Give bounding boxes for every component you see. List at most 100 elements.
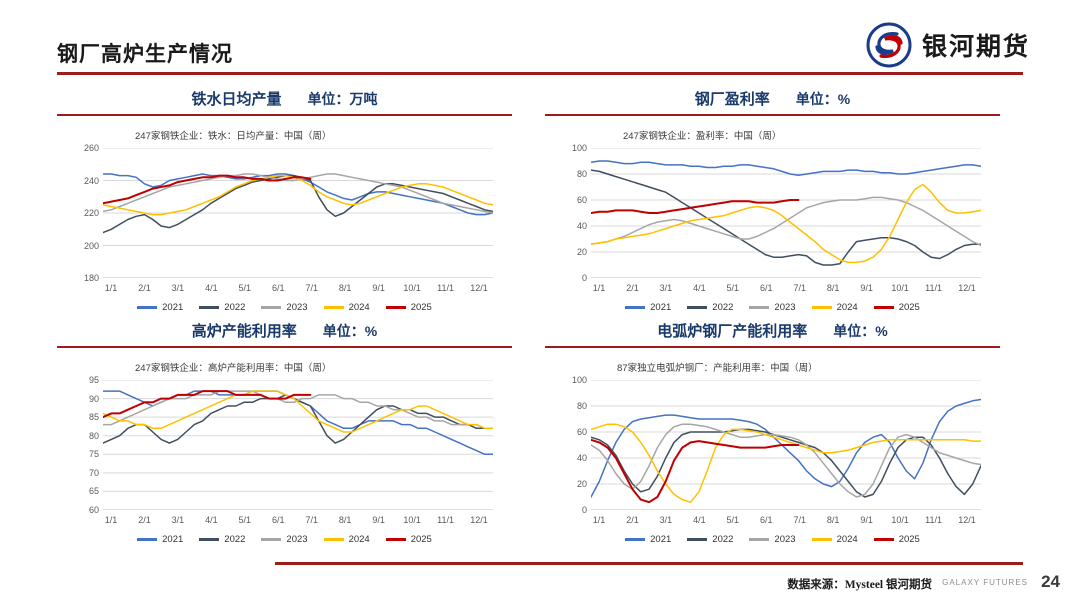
series-line-2021 xyxy=(591,398,981,498)
panel-tieshui-divider xyxy=(57,114,512,116)
legend-item-2024[interactable]: 2024 xyxy=(323,302,370,313)
legend-item-2023[interactable]: 2023 xyxy=(749,534,796,545)
chart-profit-plot xyxy=(591,148,981,278)
brand-block: 银河期货 xyxy=(866,22,1030,68)
legend-item-2022[interactable]: 2022 xyxy=(687,302,733,313)
legend-label: 2025 xyxy=(410,534,432,545)
x-axis-tick: 11/1 xyxy=(437,515,454,525)
chart-eaf-util-plot xyxy=(591,380,981,510)
panel-tieshui: 铁水日均产量 单位：万吨 247家钢铁企业：铁水：日均产量：中国（周） 2021… xyxy=(57,88,512,322)
chart-profit-subtitle: 247家钢铁企业：盈利率：中国（周） xyxy=(623,131,782,142)
legend-swatch-icon xyxy=(687,538,708,541)
x-axis-tick: 8/1 xyxy=(338,283,352,293)
plot-svg xyxy=(591,380,981,510)
x-axis-tick: 7/1 xyxy=(305,515,318,525)
series-line-2024 xyxy=(591,183,981,264)
legend-item-2023[interactable]: 2023 xyxy=(749,302,796,313)
legend-swatch-icon xyxy=(873,538,894,541)
legend-label: 2023 xyxy=(774,534,796,545)
legend-swatch-icon xyxy=(323,538,344,541)
x-axis-tick: 3/1 xyxy=(659,515,673,525)
y-axis-tick: 240 xyxy=(83,175,99,186)
x-axis-tick: 9/1 xyxy=(860,283,873,293)
legend-label: 2021 xyxy=(162,302,184,313)
y-axis-tick: 60 xyxy=(576,427,587,437)
series-line-2023 xyxy=(591,196,981,247)
chart-tieshui-legend: 2021 2022 2023 2024 2025 xyxy=(57,302,512,313)
series-line-2024 xyxy=(103,390,493,433)
legend-item-2024[interactable]: 2024 xyxy=(323,534,370,545)
footer-divider xyxy=(275,562,1023,565)
x-axis-tick: 11/1 xyxy=(925,283,942,293)
panel-profit-header: 钢厂盈利率 单位：% xyxy=(545,88,1000,109)
y-axis-tick: 0 xyxy=(581,505,587,515)
chart-eaf-util-legend: 2021 2022 2023 2024 2025 xyxy=(545,534,1000,545)
panel-tieshui-title: 铁水日均产量 xyxy=(191,91,282,108)
legend-swatch-icon xyxy=(137,538,158,541)
panel-eaf-util-header: 电弧炉钢厂产能利用率 单位：% xyxy=(545,320,1000,341)
x-axis-tick: 5/1 xyxy=(726,283,740,293)
legend-item-2021[interactable]: 2021 xyxy=(625,302,671,313)
legend-item-2025[interactable]: 2025 xyxy=(873,302,920,313)
x-axis-tick: 12/1 xyxy=(470,515,488,525)
legend-swatch-icon xyxy=(687,306,708,309)
x-axis-tick: 12/1 xyxy=(958,283,976,293)
chart-tieshui-subtitle: 247家钢铁企业：铁水：日均产量：中国（周） xyxy=(135,131,332,142)
legend-item-2024[interactable]: 2024 xyxy=(811,302,858,313)
y-axis-tick: 80 xyxy=(576,401,587,411)
x-axis-tick: 2/1 xyxy=(626,283,639,293)
galaxy-logo-icon xyxy=(866,22,912,68)
x-axis-tick: 8/1 xyxy=(338,515,352,525)
y-axis-tick: 70 xyxy=(88,467,99,478)
y-axis-tick: 100 xyxy=(571,375,587,385)
panel-eaf-util: 电弧炉钢厂产能利用率 单位：% 87家独立电弧炉钢厂：产能利用率：中国（周） 2… xyxy=(545,320,1000,554)
plot-svg xyxy=(591,148,981,278)
legend-item-2021[interactable]: 2021 xyxy=(625,534,671,545)
legend-item-2025[interactable]: 2025 xyxy=(385,534,432,545)
panel-eaf-util-divider xyxy=(545,346,1000,348)
legend-item-2024[interactable]: 2024 xyxy=(811,534,858,545)
chart-bf-util-subtitle: 247家钢铁企业：高炉产能利用率：中国（周） xyxy=(135,363,332,374)
plot-svg xyxy=(103,380,493,510)
legend-swatch-icon xyxy=(811,538,832,541)
x-axis-tick: 1/1 xyxy=(104,283,118,293)
y-axis-tick: 75 xyxy=(88,449,99,460)
panel-bf-util-header: 高炉产能利用率 单位：% xyxy=(57,320,512,341)
legend-item-2025[interactable]: 2025 xyxy=(873,534,920,545)
chart-tieshui-plot xyxy=(103,148,493,278)
legend-item-2022[interactable]: 2022 xyxy=(199,302,245,313)
legend-item-2022[interactable]: 2022 xyxy=(199,534,245,545)
series-line-2024 xyxy=(103,174,493,216)
y-axis-tick: 180 xyxy=(83,273,99,283)
legend-label: 2023 xyxy=(286,534,308,545)
y-axis-tick: 220 xyxy=(83,208,99,218)
footer-source: 数据来源：Mysteel 银河期货 xyxy=(787,579,932,591)
x-axis-tick: 7/1 xyxy=(793,515,806,525)
x-axis-tick: 3/1 xyxy=(659,283,673,293)
legend-label: 2022 xyxy=(224,302,246,313)
x-axis-tick: 7/1 xyxy=(793,283,806,293)
x-axis-tick: 6/1 xyxy=(272,515,285,525)
title-divider xyxy=(57,72,1023,75)
legend-swatch-icon xyxy=(873,306,894,309)
legend-item-2021[interactable]: 2021 xyxy=(137,534,183,545)
y-axis-tick: 40 xyxy=(576,221,587,231)
legend-swatch-icon xyxy=(749,538,770,541)
legend-label: 2024 xyxy=(348,534,370,545)
x-axis-tick: 3/1 xyxy=(171,283,185,293)
legend-item-2023[interactable]: 2023 xyxy=(261,302,308,313)
x-axis-tick: 9/1 xyxy=(860,515,873,525)
legend-item-2021[interactable]: 2021 xyxy=(137,302,183,313)
legend-swatch-icon xyxy=(385,538,406,541)
x-axis-tick: 8/1 xyxy=(826,515,840,525)
y-axis-tick: 85 xyxy=(88,412,99,423)
y-axis-tick: 60 xyxy=(576,195,587,205)
legend-label: 2023 xyxy=(286,302,308,313)
legend-item-2022[interactable]: 2022 xyxy=(687,534,733,545)
y-axis-tick: 100 xyxy=(571,143,587,153)
legend-swatch-icon xyxy=(261,538,282,541)
legend-item-2025[interactable]: 2025 xyxy=(385,302,432,313)
legend-item-2023[interactable]: 2023 xyxy=(261,534,308,545)
y-axis-tick: 0 xyxy=(581,273,587,283)
legend-swatch-icon xyxy=(811,306,832,309)
